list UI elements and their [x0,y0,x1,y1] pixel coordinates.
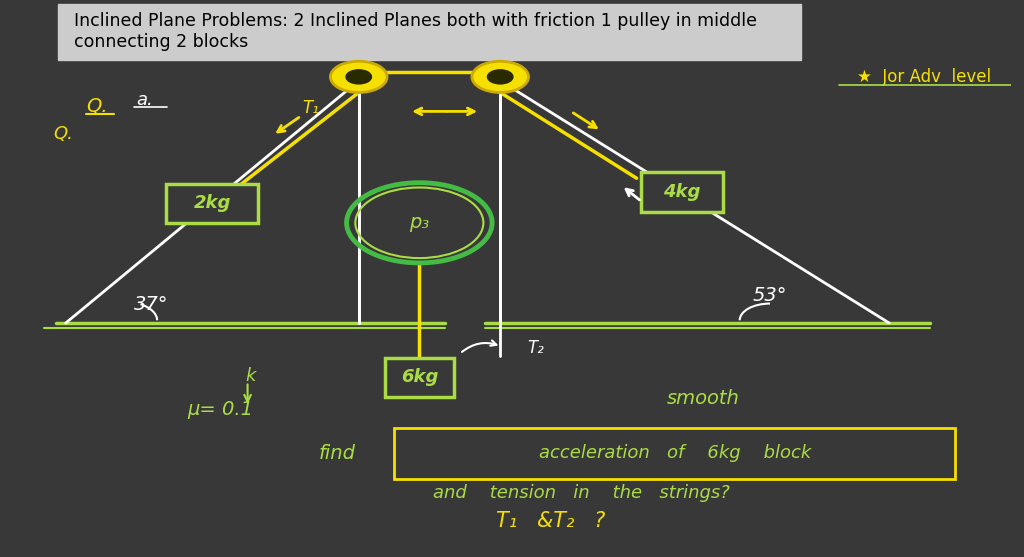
FancyBboxPatch shape [166,184,258,223]
Text: acceleration   of    6kg    block: acceleration of 6kg block [539,444,811,462]
Text: Q.: Q. [53,125,74,143]
Circle shape [487,70,513,84]
Text: ★  Jor Adv  level: ★ Jor Adv level [857,68,991,86]
Text: Inclined Plane Problems: 2 Inclined Planes both with friction 1 pulley in middle: Inclined Plane Problems: 2 Inclined Plan… [74,12,757,51]
Circle shape [472,61,528,92]
Text: T₁: T₁ [302,99,318,116]
Circle shape [331,61,387,92]
Circle shape [346,70,372,84]
Text: Q.: Q. [86,96,108,115]
Text: k: k [246,367,256,385]
Text: smooth: smooth [667,389,739,408]
Text: a.: a. [136,91,154,109]
Text: p₃: p₃ [410,213,429,232]
FancyBboxPatch shape [385,358,454,397]
Text: find: find [318,444,355,463]
Text: 2kg: 2kg [194,194,230,212]
Text: T₁   &T₂   ?: T₁ &T₂ ? [496,511,605,531]
Text: 37°: 37° [134,295,169,314]
Text: T₂: T₂ [527,339,544,357]
Text: 4kg: 4kg [664,183,700,201]
Text: 53°: 53° [753,286,787,305]
Text: 6kg: 6kg [400,368,438,387]
FancyBboxPatch shape [641,173,723,212]
Text: and    tension   in    the   strings?: and tension in the strings? [433,484,729,502]
FancyBboxPatch shape [57,4,802,60]
Text: μ= 0.1: μ= 0.1 [187,400,253,419]
